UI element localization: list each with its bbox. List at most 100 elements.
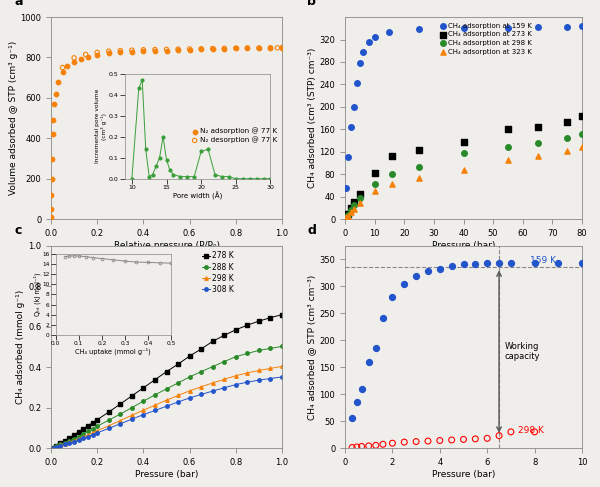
288 K [89,426,96,432]
X-axis label: Pressure (bar): Pressure (bar) [135,469,198,479]
N₂ adsorption @ 77 K [173,46,183,54]
308 K [75,437,82,443]
N₂ adsorption @ 77 K [51,90,61,98]
CH₄ adsorption at 273 K [370,169,379,177]
N₂ adsorption @ 77 K [254,44,264,52]
288 K [71,436,78,442]
CH₄ adsorption at 273 K [577,112,587,120]
298 K [140,407,147,413]
CH₄ adsorption at 298 K [341,213,351,221]
Point [388,293,397,301]
Point [494,432,504,440]
308 K [66,440,73,446]
CH₄ adsorption at 298 K [414,163,424,171]
308 K [232,382,239,388]
CH₄ adsorption at 298 K [355,194,365,202]
N₂ desorption @ 77 K [272,44,282,52]
278 K [75,429,82,435]
298 K [56,442,64,448]
N₂ desorption @ 77 K [231,44,241,52]
Text: d: d [307,224,316,237]
N₂ adsorption @ 77 K [116,49,125,56]
298 K [117,418,124,424]
CH₄ adsorption at 159 K [577,22,587,30]
CH₄ adsorption at 159 K [370,33,379,40]
CH₄ adsorption at 298 K [346,206,356,214]
278 K [151,377,158,383]
N₂ adsorption @ 77 K [47,191,56,199]
N₂ adsorption @ 77 K [220,45,229,53]
278 K [140,385,147,391]
CH₄ adsorption at 159 K [503,24,513,32]
CH₄ adsorption at 159 K [346,123,356,131]
CH₄ adsorption at 273 K [533,123,542,131]
278 K [221,332,228,338]
308 K [56,443,64,449]
288 K [244,351,251,356]
308 K [186,395,193,401]
N₂ adsorption @ 77 K [92,52,102,59]
298 K [52,444,59,450]
Text: c: c [14,224,22,237]
N₂ adsorption @ 77 K [70,57,79,65]
Point [400,280,409,287]
Legend: N₂ adsorption @ 77 K, N₂ desorption @ 77 K: N₂ adsorption @ 77 K, N₂ desorption @ 77… [190,126,278,145]
N₂ adsorption @ 77 K [76,56,86,63]
298 K [175,393,182,398]
278 K [244,322,251,328]
Point [470,260,480,268]
Line: 308 K: 308 K [49,375,284,450]
CH₄ adsorption at 159 K [349,103,359,111]
288 K [85,429,92,434]
CH₄ adsorption at 298 K [349,201,359,209]
278 K [85,423,92,429]
278 K [71,432,78,438]
Point [347,414,357,422]
CH₄ adsorption at 159 K [414,25,424,33]
308 K [209,388,216,394]
278 K [89,420,96,426]
288 K [56,442,64,448]
N₂ adsorption @ 77 K [162,47,172,55]
N₂ desorption @ 77 K [173,45,183,53]
298 K [163,397,170,403]
Point [378,314,388,321]
Text: a: a [14,0,23,8]
308 K [175,399,182,405]
CH₄ adsorption at 298 K [577,130,587,138]
N₂ adsorption @ 77 K [46,205,56,213]
N₂ adsorption @ 77 K [48,131,58,138]
278 K [94,417,101,423]
278 K [175,361,182,367]
Point [357,443,367,450]
278 K [80,426,87,432]
298 K [105,423,112,429]
288 K [221,358,228,364]
298 K [278,363,286,369]
308 K [80,435,87,441]
Point [459,261,469,268]
N₂ adsorption @ 77 K [47,175,56,183]
288 K [186,374,193,380]
Point [482,434,492,442]
CH₄ adsorption at 159 K [459,24,469,32]
298 K [197,384,205,390]
308 K [71,439,78,445]
Point [459,435,469,443]
X-axis label: Pressure (bar): Pressure (bar) [432,469,495,479]
CH₄ adsorption at 159 K [343,153,353,161]
CH₄ adsorption at 298 K [533,139,542,147]
N₂ adsorption @ 77 K [58,68,67,75]
N₂ adsorption @ 77 K [104,50,113,57]
N₂ adsorption @ 77 K [50,100,59,108]
Point [482,259,492,267]
N₂ adsorption @ 77 K [47,154,57,162]
288 K [267,345,274,351]
298 K [94,428,101,433]
Point [577,259,587,266]
CH₄ adsorption at 298 K [562,134,572,142]
N₂ adsorption @ 77 K [150,47,160,55]
Point [470,435,480,443]
298 K [89,430,96,436]
N₂ adsorption @ 77 K [62,62,72,70]
